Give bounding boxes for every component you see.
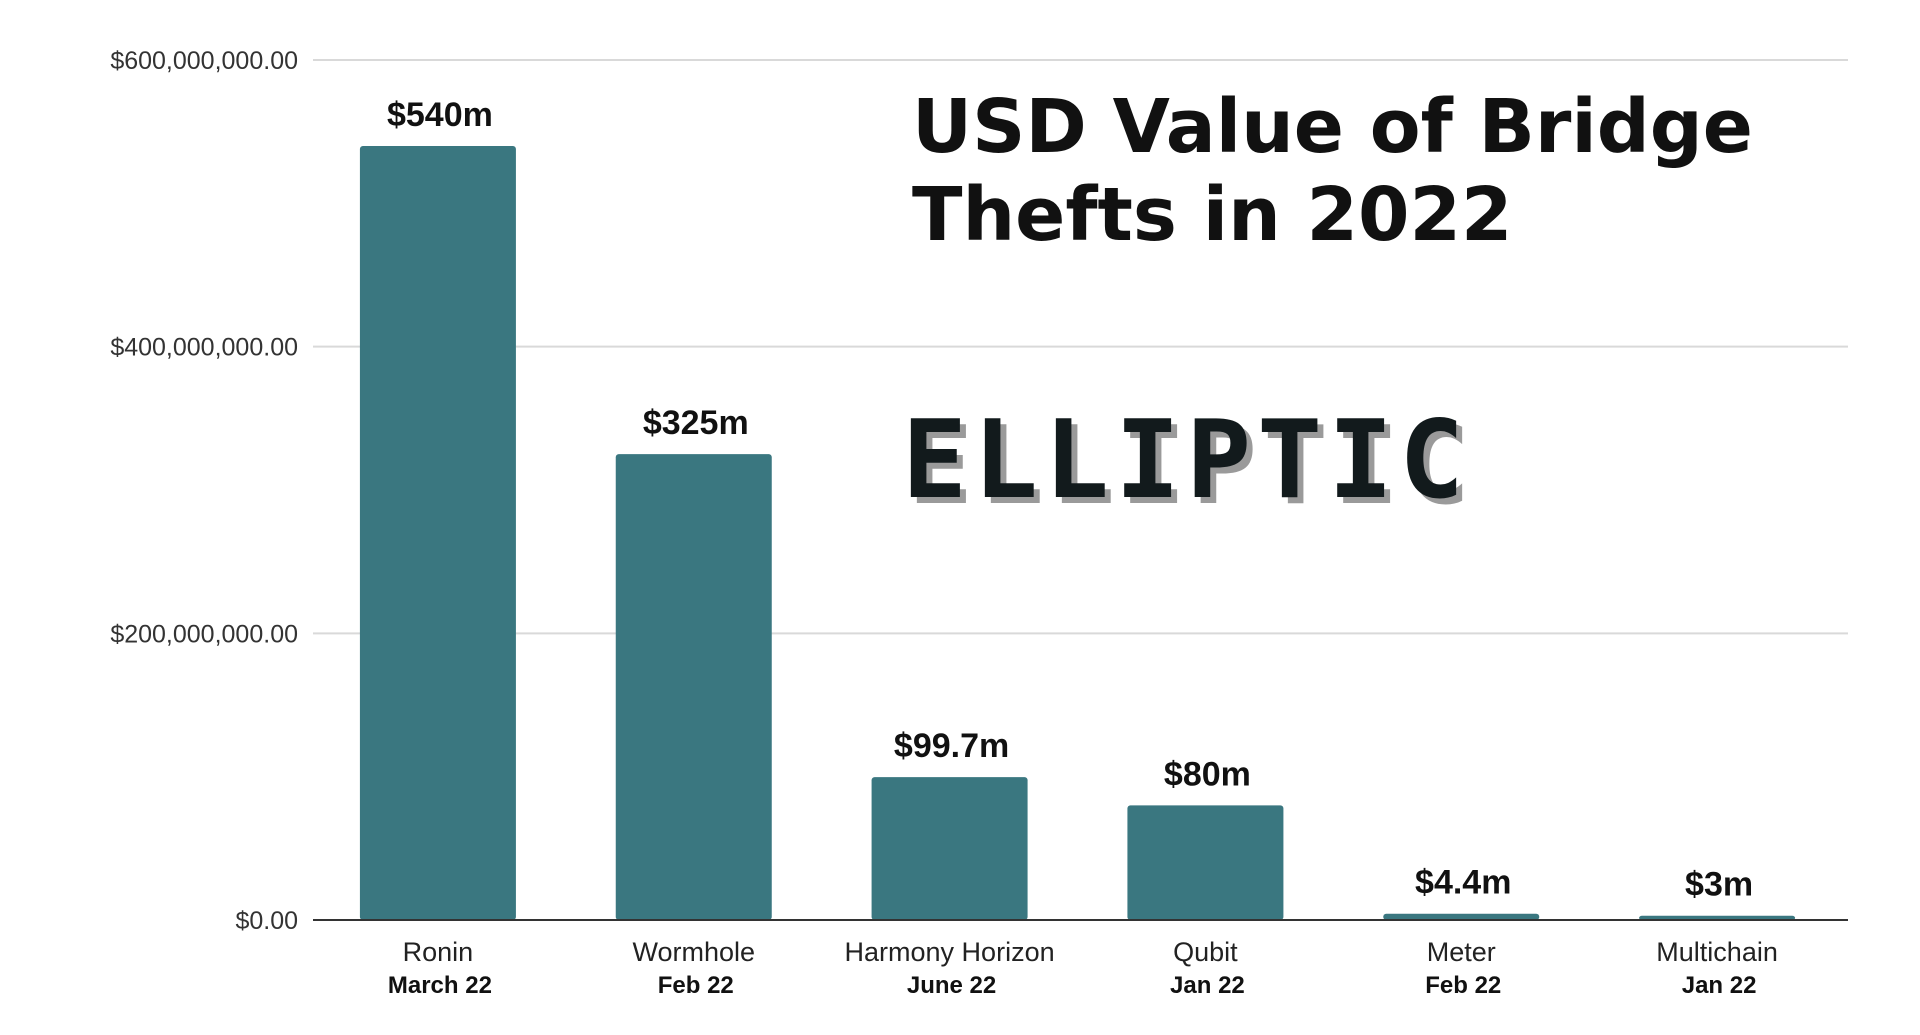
data-label: $80m — [1164, 755, 1251, 793]
x-tick-label: Meter — [1427, 937, 1496, 967]
data-label: $540m — [387, 96, 493, 134]
bar-meter — [1383, 913, 1540, 920]
data-label: $3m — [1685, 866, 1753, 904]
elliptic-logo-shadow: ELLIPTIC — [908, 404, 1476, 529]
y-tick-label: $400,000,000.00 — [110, 334, 298, 362]
elliptic-logo: ELLIPTIC ELLIPTIC — [902, 398, 1476, 529]
chart-title-line-2: Thefts in 2022 — [912, 172, 1513, 258]
x-tick-label: Multichain — [1656, 937, 1778, 967]
chart-title-line-1: USD Value of Bridge — [912, 84, 1753, 170]
x-tick-sublabel: March 22 — [388, 972, 492, 999]
bar-wormhole — [615, 454, 772, 920]
x-tick-sublabel: June 22 — [907, 972, 996, 999]
data-label: $4.4m — [1415, 864, 1511, 902]
data-label: $99.7m — [894, 727, 1009, 765]
x-tick-sublabel: Jan 22 — [1170, 972, 1245, 999]
gridlines — [313, 59, 1848, 635]
x-tick-label: Ronin — [403, 937, 474, 967]
x-tick-label: Qubit — [1173, 937, 1238, 967]
bar-ronin — [359, 146, 516, 920]
bar-multichain — [1639, 915, 1796, 920]
data-label: $325m — [643, 404, 749, 442]
bar-qubit — [1127, 805, 1284, 920]
y-axis-tick-labels: $0.00 $200,000,000.00 $400,000,000.00 $600,… — [110, 47, 298, 935]
x-tick-sublabel: Jan 22 — [1682, 972, 1757, 999]
x-tick-sublabel: Feb 22 — [1425, 972, 1501, 999]
x-tick-sublabel: Feb 22 — [658, 972, 734, 999]
y-tick-label: $600,000,000.00 — [110, 47, 298, 75]
x-axis-tick-labels: Ronin March 22 Wormhole Feb 22 Harmony Horiz… — [388, 937, 1778, 999]
x-tick-label: Wormhole — [632, 937, 755, 967]
bar-harmony-horizon — [871, 777, 1028, 920]
y-tick-label: $200,000,000.00 — [110, 620, 298, 648]
bars — [359, 146, 1796, 920]
data-labels: $540m $325m $99.7m $80m $4.4m $3m — [387, 96, 1753, 904]
elliptic-logo-text: ELLIPTIC — [902, 398, 1470, 523]
y-tick-label: $0.00 — [235, 907, 298, 935]
x-tick-label: Harmony Horizon — [845, 937, 1055, 967]
